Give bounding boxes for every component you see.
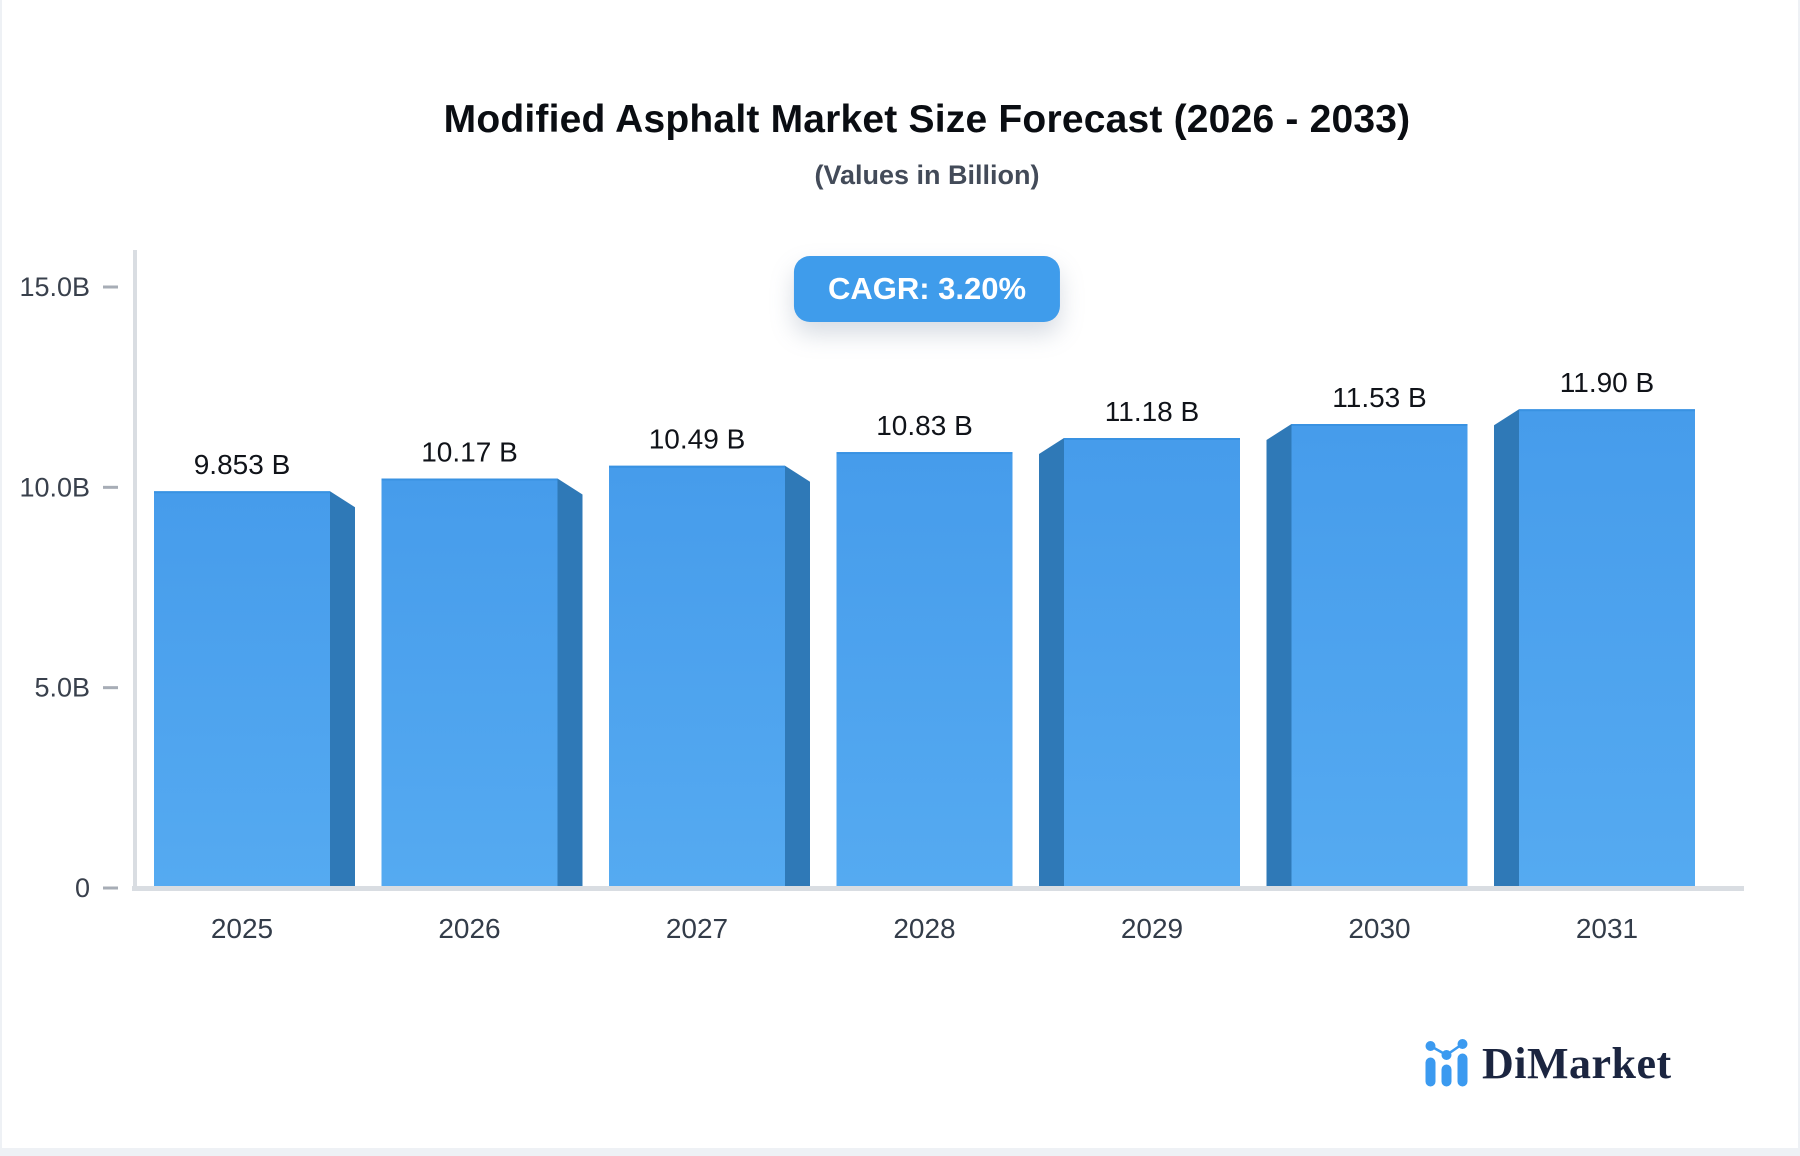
y-axis-label: 5.0B: [34, 673, 90, 703]
x-axis-label: 2030: [1348, 913, 1410, 944]
brand-logo: DiMarket: [1422, 1038, 1672, 1090]
bar-value-label: 10.83 B: [876, 410, 973, 441]
x-axis-label: 2026: [438, 913, 500, 944]
bar-2028: [836, 452, 1013, 886]
bar-value-label: 10.17 B: [421, 437, 518, 468]
bar-line-chart-icon: [1425, 1039, 1468, 1087]
bar-2031: [1519, 409, 1695, 886]
cagr-badge: CAGR: 3.20%: [793, 256, 1061, 322]
bar-value-label: 11.90 B: [1560, 367, 1654, 398]
bar-2030: [1291, 424, 1468, 886]
x-axis-label: 2031: [1576, 913, 1638, 944]
bar-2025: [154, 491, 330, 886]
bar-value-label: 9.853 B: [194, 449, 291, 480]
brand-name: DiMarket: [1482, 1039, 1672, 1088]
page-subtitle: (Values in Billion): [814, 160, 1040, 190]
bar-side: [1039, 438, 1064, 886]
page-title: Modified Asphalt Market Size Forecast (2…: [443, 98, 1411, 141]
bar-2029: [1064, 438, 1240, 886]
bar-side: [785, 465, 810, 886]
bar-side: [330, 491, 355, 886]
x-axis-label: 2027: [666, 913, 728, 944]
bar-value-label: 11.53 B: [1332, 382, 1426, 413]
y-axis-label: 0: [75, 873, 90, 903]
bar-side: [1266, 424, 1292, 886]
bar-side: [557, 478, 583, 886]
bar-value-label: 11.18 B: [1105, 396, 1199, 427]
x-axis-label: 2029: [1121, 913, 1183, 944]
bar-side: [1494, 409, 1519, 886]
y-axis-label: 15.0B: [19, 272, 90, 302]
x-axis-label: 2028: [893, 913, 955, 944]
bar-2026: [381, 478, 558, 886]
x-axis-label: 2025: [211, 913, 273, 944]
y-axis-label: 10.0B: [19, 472, 90, 502]
bar-2027: [609, 465, 785, 886]
bar-value-label: 10.49 B: [649, 424, 746, 455]
